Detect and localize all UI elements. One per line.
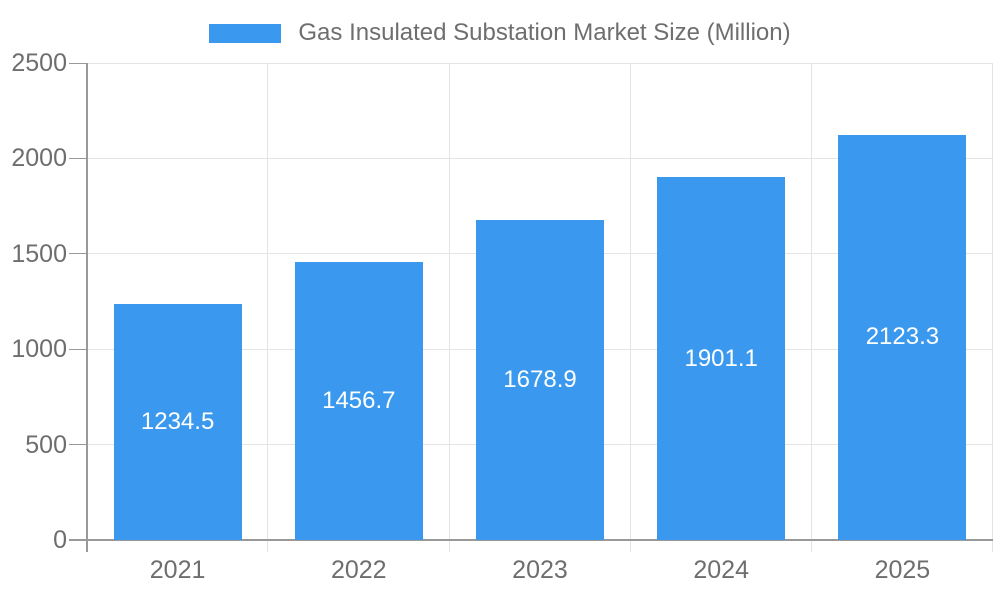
bar[interactable]: 1234.5 <box>113 304 242 540</box>
gridline-horizontal <box>87 157 993 159</box>
x-axis-tick-label: 2024 <box>693 556 749 584</box>
y-axis-tick-label: 1500 <box>11 239 67 268</box>
x-axis-tick-label: 2021 <box>149 556 206 584</box>
y-axis-tick-label: 0 <box>53 526 67 554</box>
y-axis-tick <box>69 348 87 350</box>
y-axis-tick <box>69 253 87 255</box>
x-axis-line <box>69 539 993 541</box>
y-axis-tick-label: 2500 <box>11 49 67 77</box>
bar-value-label: 2123.3 <box>865 323 940 351</box>
bar-value-label: 1901.1 <box>684 344 758 372</box>
legend[interactable]: Gas Insulated Substation Market Size (Mi… <box>0 13 1000 53</box>
y-axis-line <box>86 63 88 552</box>
x-axis-tick-label: 2025 <box>874 556 931 584</box>
gridline-horizontal <box>87 62 993 64</box>
bar-value-label: 1678.9 <box>503 365 577 393</box>
y-axis-tick <box>69 157 87 159</box>
x-axis-tick-label: 2023 <box>512 556 568 584</box>
legend-label: Gas Insulated Substation Market Size (Mi… <box>298 19 791 46</box>
gridline-vertical <box>448 63 450 552</box>
gridline-vertical <box>811 63 813 552</box>
bar[interactable]: 2123.3 <box>838 134 967 540</box>
y-axis-tick <box>69 62 87 64</box>
bar-value-label: 1234.5 <box>140 408 215 436</box>
legend-swatch <box>209 23 282 43</box>
gridline-vertical <box>629 63 631 552</box>
y-axis-tick-label: 2000 <box>11 144 67 173</box>
gridline-vertical <box>267 63 269 552</box>
bar-value-label: 1456.7 <box>322 387 396 415</box>
x-axis-tick-label: 2022 <box>330 556 387 584</box>
y-axis-tick <box>69 444 87 446</box>
bar[interactable]: 1901.1 <box>657 177 786 540</box>
bar[interactable]: 1456.7 <box>294 262 423 540</box>
gridline-vertical <box>992 63 994 552</box>
y-axis-tick-label: 1000 <box>11 335 67 364</box>
y-axis-tick-label: 500 <box>25 430 67 459</box>
bar[interactable]: 1678.9 <box>476 219 604 540</box>
